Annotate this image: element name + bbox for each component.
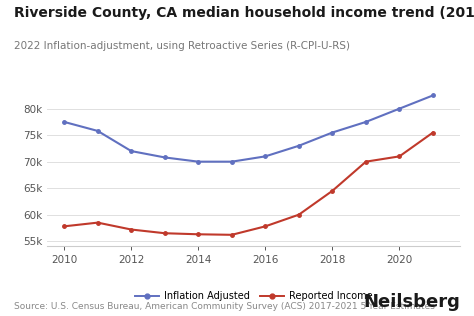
Text: 2022 Inflation-adjustment, using Retroactive Series (R-CPI-U-RS): 2022 Inflation-adjustment, using Retroac… bbox=[14, 41, 350, 51]
Legend: Inflation Adjusted, Reported Income: Inflation Adjusted, Reported Income bbox=[131, 288, 376, 305]
Text: Source: U.S. Census Bureau, American Community Survey (ACS) 2017-2021 5-Year Est: Source: U.S. Census Bureau, American Com… bbox=[14, 302, 435, 311]
Text: Riverside County, CA median household income trend (2010-2021): Riverside County, CA median household in… bbox=[14, 6, 474, 20]
Text: Neilsberg: Neilsberg bbox=[363, 293, 460, 311]
